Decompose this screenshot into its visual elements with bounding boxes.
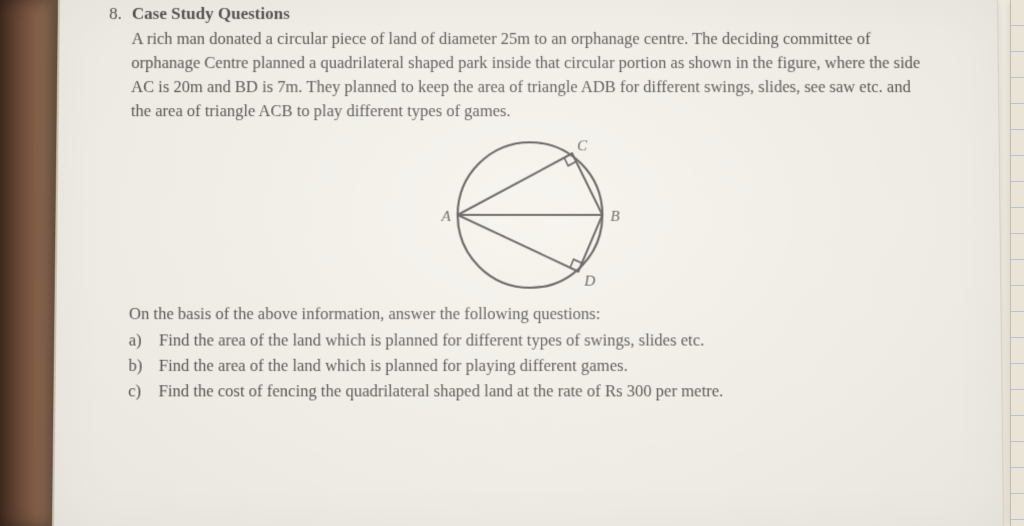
svg-text:B: B bbox=[610, 209, 619, 225]
question-header: 8. Case Study Questions bbox=[102, 4, 927, 24]
question-paragraph: A rich man donated a circular piece of l… bbox=[101, 27, 928, 123]
subpart-letter: c) bbox=[128, 379, 150, 403]
subpart-letter: b) bbox=[128, 353, 150, 376]
svg-text:A: A bbox=[440, 209, 451, 225]
svg-text:C: C bbox=[577, 138, 588, 154]
subpart-b: b) Find the area of the land which is pl… bbox=[128, 353, 930, 376]
question-prompt: On the basis of the above information, a… bbox=[99, 302, 931, 326]
question-number: 8. bbox=[102, 4, 122, 24]
figure-container: A B C D bbox=[99, 126, 930, 298]
subpart-c: c) Find the cost of fencing the quadrila… bbox=[128, 379, 931, 403]
subpart-letter: a) bbox=[129, 328, 151, 351]
question-title: Case Study Questions bbox=[132, 4, 290, 24]
subpart-a: a) Find the area of the land which is pl… bbox=[129, 328, 931, 351]
subpart-text: Find the area of the land which is plann… bbox=[159, 328, 704, 351]
subpart-text: Find the area of the land which is plann… bbox=[159, 353, 628, 376]
circle-quadrilateral-diagram: A B C D bbox=[429, 126, 630, 298]
notebook-right-edge bbox=[1010, 0, 1024, 526]
svg-text:D: D bbox=[583, 273, 595, 289]
subpart-list: a) Find the area of the land which is pl… bbox=[98, 328, 931, 403]
photo-left-edge bbox=[0, 0, 58, 526]
page: 8. Case Study Questions A rich man donat… bbox=[52, 0, 1004, 526]
subpart-text: Find the cost of fencing the quadrilater… bbox=[158, 379, 723, 403]
